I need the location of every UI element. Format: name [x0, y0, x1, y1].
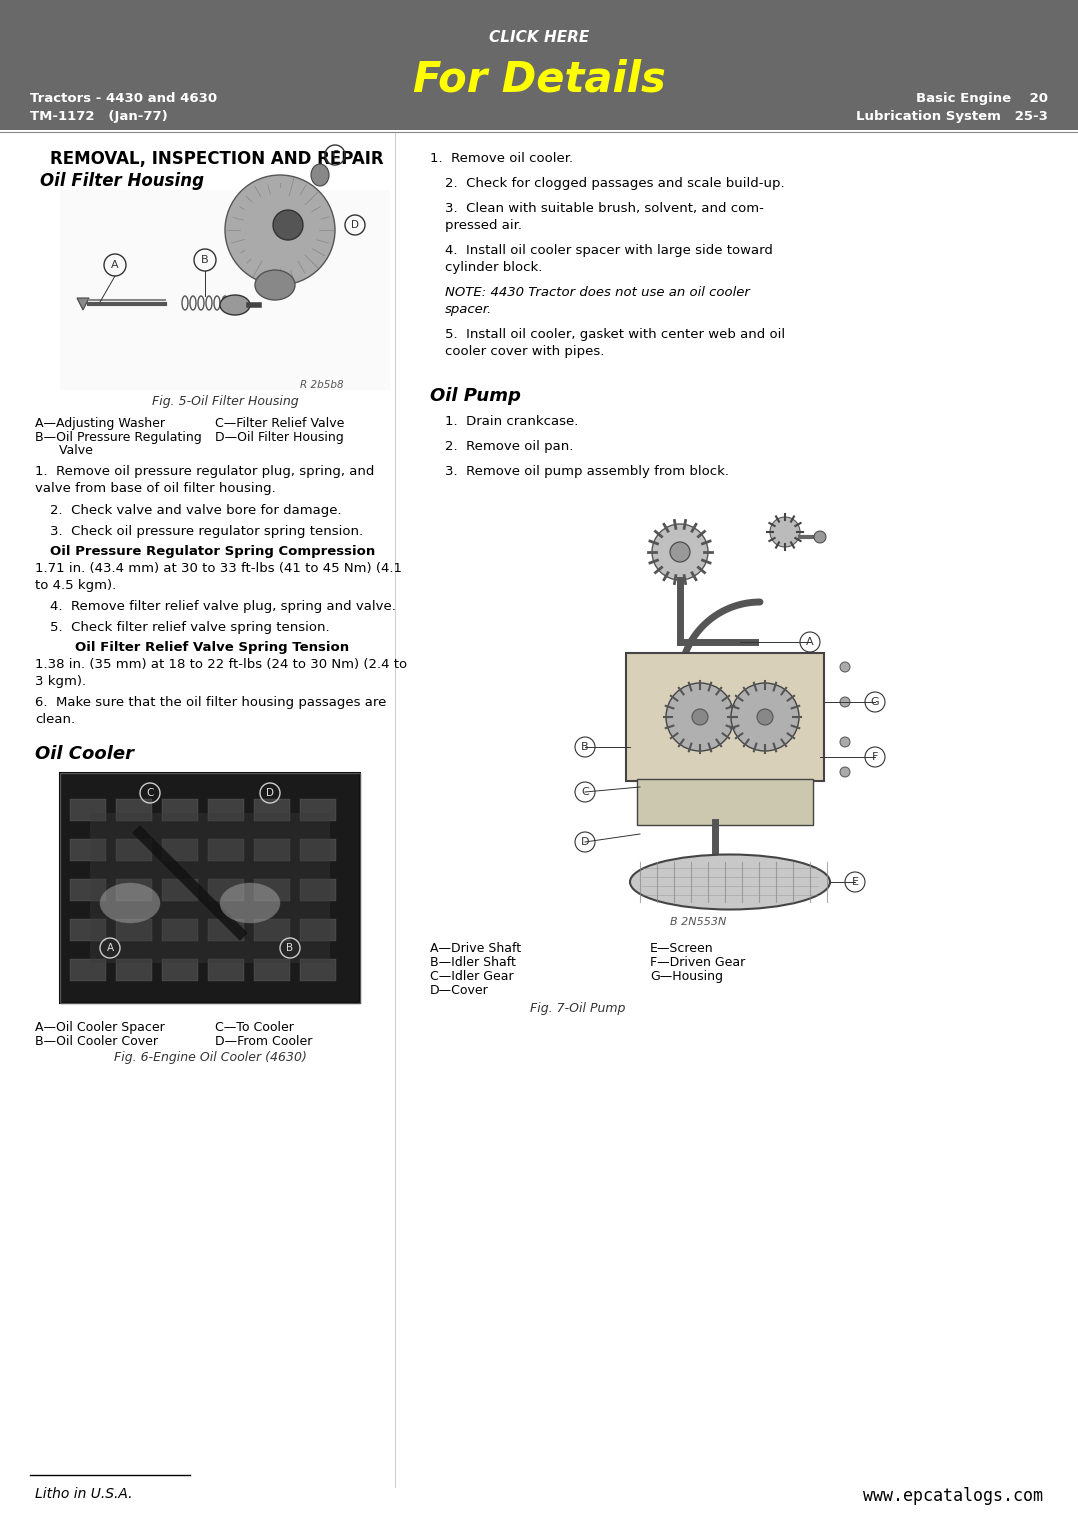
Text: D: D — [351, 220, 359, 231]
Ellipse shape — [220, 883, 280, 922]
Text: A: A — [111, 259, 119, 270]
Text: F: F — [872, 752, 879, 762]
FancyBboxPatch shape — [300, 959, 336, 981]
Text: NOTE: 4430 Tractor does not use an oil cooler: NOTE: 4430 Tractor does not use an oil c… — [445, 287, 750, 299]
Text: Lubrication System   25-3: Lubrication System 25-3 — [856, 111, 1048, 123]
FancyBboxPatch shape — [300, 878, 336, 901]
Text: spacer.: spacer. — [445, 303, 493, 316]
Text: clean.: clean. — [34, 713, 75, 727]
Circle shape — [273, 209, 303, 240]
Text: A—Oil Cooler Spacer: A—Oil Cooler Spacer — [34, 1021, 165, 1035]
FancyBboxPatch shape — [70, 959, 106, 981]
Text: Oil Cooler: Oil Cooler — [34, 745, 134, 763]
FancyBboxPatch shape — [254, 839, 290, 862]
Text: 1.  Drain crankcase.: 1. Drain crankcase. — [445, 416, 579, 428]
FancyBboxPatch shape — [0, 0, 1078, 130]
Text: 4.  Install oil cooler spacer with large side toward: 4. Install oil cooler spacer with large … — [445, 244, 773, 256]
Text: 6.  Make sure that the oil filter housing passages are: 6. Make sure that the oil filter housing… — [34, 696, 386, 708]
FancyBboxPatch shape — [254, 959, 290, 981]
Text: G: G — [871, 696, 880, 707]
FancyBboxPatch shape — [89, 813, 330, 963]
Text: Fig. 5-Oil Filter Housing: Fig. 5-Oil Filter Housing — [152, 394, 299, 408]
Ellipse shape — [220, 294, 250, 316]
Text: 3.  Clean with suitable brush, solvent, and com-: 3. Clean with suitable brush, solvent, a… — [445, 202, 764, 215]
FancyBboxPatch shape — [116, 839, 152, 862]
FancyBboxPatch shape — [70, 878, 106, 901]
Text: A: A — [107, 944, 113, 953]
Circle shape — [770, 517, 800, 548]
Text: D: D — [581, 837, 590, 846]
FancyBboxPatch shape — [116, 959, 152, 981]
FancyBboxPatch shape — [162, 878, 198, 901]
Text: Oil Filter Relief Valve Spring Tension: Oil Filter Relief Valve Spring Tension — [75, 642, 349, 654]
FancyBboxPatch shape — [162, 919, 198, 941]
FancyBboxPatch shape — [162, 959, 198, 981]
Circle shape — [840, 696, 849, 707]
Text: F—Driven Gear: F—Driven Gear — [650, 956, 745, 969]
Circle shape — [225, 174, 335, 285]
Text: C: C — [581, 787, 589, 796]
FancyBboxPatch shape — [60, 774, 360, 1003]
Text: 1.71 in. (43.4 mm) at 30 to 33 ft-lbs (41 to 45 Nm) (4.1: 1.71 in. (43.4 mm) at 30 to 33 ft-lbs (4… — [34, 561, 402, 575]
FancyBboxPatch shape — [116, 919, 152, 941]
Text: valve from base of oil filter housing.: valve from base of oil filter housing. — [34, 482, 276, 495]
Text: C: C — [147, 787, 154, 798]
Text: 2.  Check for clogged passages and scale build-up.: 2. Check for clogged passages and scale … — [445, 177, 785, 190]
Text: 5.  Install oil cooler, gasket with center web and oil: 5. Install oil cooler, gasket with cente… — [445, 328, 785, 341]
Circle shape — [692, 708, 708, 725]
Text: B—Oil Cooler Cover: B—Oil Cooler Cover — [34, 1035, 158, 1048]
Text: G—Housing: G—Housing — [650, 969, 723, 983]
Text: cylinder block.: cylinder block. — [445, 261, 542, 275]
FancyBboxPatch shape — [626, 652, 824, 781]
Text: E—Screen: E—Screen — [650, 942, 714, 956]
Text: Oil Filter Housing: Oil Filter Housing — [40, 171, 204, 190]
FancyBboxPatch shape — [637, 780, 813, 825]
Text: 4.  Remove filter relief valve plug, spring and valve.: 4. Remove filter relief valve plug, spri… — [50, 601, 396, 613]
Text: For Details: For Details — [413, 58, 665, 100]
FancyBboxPatch shape — [70, 919, 106, 941]
Text: 3 kgm).: 3 kgm). — [34, 675, 86, 689]
Ellipse shape — [630, 854, 830, 910]
Text: D—Cover: D—Cover — [430, 985, 488, 997]
FancyBboxPatch shape — [70, 799, 106, 821]
FancyBboxPatch shape — [208, 959, 244, 981]
Circle shape — [840, 661, 849, 672]
Text: A—Drive Shaft: A—Drive Shaft — [430, 942, 521, 956]
Circle shape — [671, 542, 690, 561]
FancyBboxPatch shape — [70, 839, 106, 862]
FancyBboxPatch shape — [208, 799, 244, 821]
Text: www.epcatalogs.com: www.epcatalogs.com — [863, 1487, 1044, 1505]
Text: C—To Cooler: C—To Cooler — [215, 1021, 294, 1035]
Text: Litho in U.S.A.: Litho in U.S.A. — [34, 1487, 133, 1500]
Text: 5.  Check filter relief valve spring tension.: 5. Check filter relief valve spring tens… — [50, 620, 330, 634]
Text: B: B — [287, 944, 293, 953]
Text: E: E — [852, 877, 858, 887]
Text: C—Filter Relief Valve: C—Filter Relief Valve — [215, 417, 344, 429]
Text: Fig. 7-Oil Pump: Fig. 7-Oil Pump — [530, 1003, 625, 1015]
FancyBboxPatch shape — [300, 839, 336, 862]
FancyBboxPatch shape — [300, 799, 336, 821]
Ellipse shape — [255, 270, 295, 300]
FancyBboxPatch shape — [60, 190, 390, 390]
Text: cooler cover with pipes.: cooler cover with pipes. — [445, 344, 605, 358]
Text: Fig. 6-Engine Oil Cooler (4630): Fig. 6-Engine Oil Cooler (4630) — [113, 1051, 306, 1063]
Text: CLICK HERE: CLICK HERE — [489, 30, 589, 46]
FancyBboxPatch shape — [162, 799, 198, 821]
Text: B: B — [202, 255, 209, 265]
FancyBboxPatch shape — [162, 839, 198, 862]
FancyBboxPatch shape — [208, 878, 244, 901]
Text: 1.  Remove oil cooler.: 1. Remove oil cooler. — [430, 152, 573, 165]
Text: 2.  Check valve and valve bore for damage.: 2. Check valve and valve bore for damage… — [50, 504, 342, 517]
Circle shape — [840, 737, 849, 746]
Circle shape — [840, 768, 849, 777]
FancyBboxPatch shape — [116, 799, 152, 821]
Text: Oil Pump: Oil Pump — [430, 387, 521, 405]
FancyBboxPatch shape — [254, 919, 290, 941]
Text: 2.  Remove oil pan.: 2. Remove oil pan. — [445, 440, 573, 454]
FancyBboxPatch shape — [254, 799, 290, 821]
Text: to 4.5 kgm).: to 4.5 kgm). — [34, 579, 116, 592]
FancyBboxPatch shape — [116, 878, 152, 901]
FancyBboxPatch shape — [254, 878, 290, 901]
Text: 1.  Remove oil pressure regulator plug, spring, and: 1. Remove oil pressure regulator plug, s… — [34, 466, 374, 478]
